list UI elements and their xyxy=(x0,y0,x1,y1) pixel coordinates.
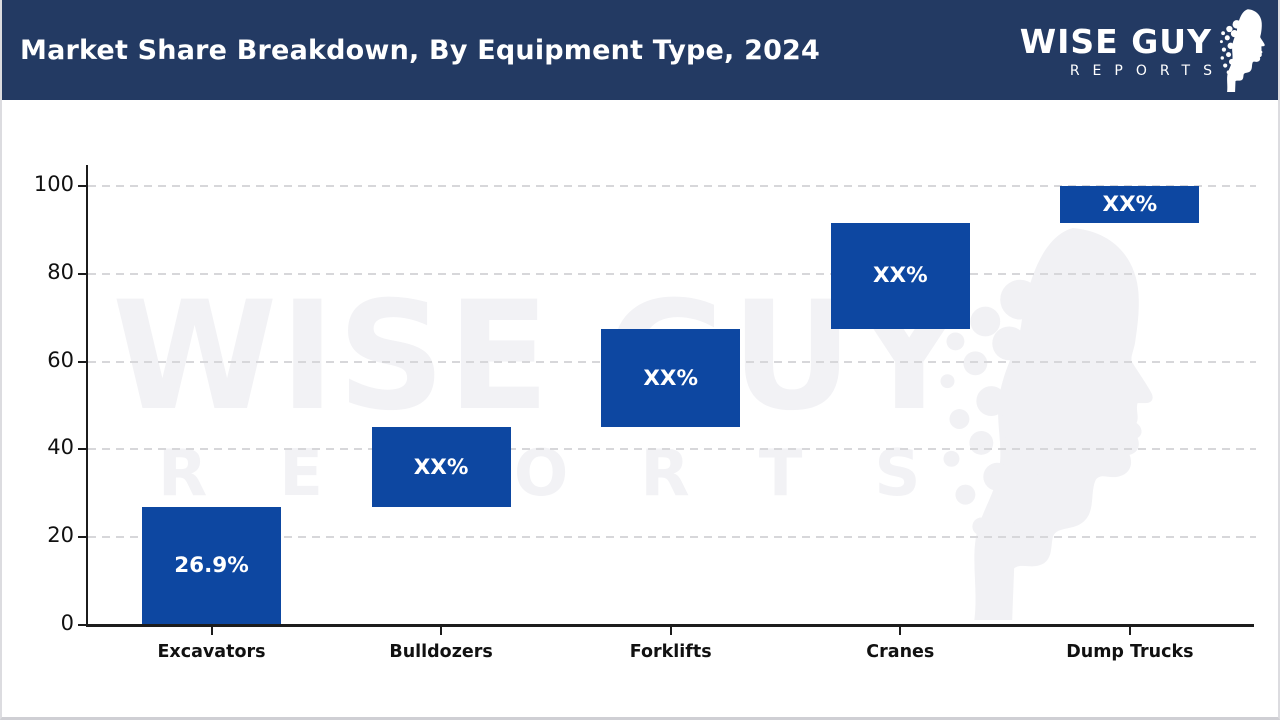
x-tick-mark-dump-trucks xyxy=(1128,627,1131,635)
y-tick-mark-80 xyxy=(78,272,86,275)
header: Market Share Breakdown, By Equipment Typ… xyxy=(0,0,1280,100)
y-tick-mark-0 xyxy=(78,624,86,626)
x-tick-mark-excavators xyxy=(210,627,213,635)
head-profile-dots-icon xyxy=(1219,9,1265,92)
y-tick-mark-20 xyxy=(78,536,86,539)
logo-wordmark: WISE GUY xyxy=(1019,22,1212,62)
logo-subtext: REPORTS xyxy=(1069,62,1225,79)
y-axis-line xyxy=(86,165,88,627)
x-tick-mark-bulldozers xyxy=(440,627,443,635)
gridline-40 xyxy=(88,448,1256,451)
x-label-forklifts: Forklifts xyxy=(629,642,712,662)
logo-text: WISE GUY REPORTS xyxy=(1020,25,1212,79)
y-tick-label-0: 0 xyxy=(60,611,74,635)
gridline-100 xyxy=(88,185,1256,187)
x-tick-mark-cranes xyxy=(899,627,902,635)
gridline-80 xyxy=(88,272,1256,275)
bar-cranes: XX% xyxy=(830,223,970,329)
bar-forklifts: XX% xyxy=(601,328,741,428)
x-label-cranes: Cranes xyxy=(866,642,935,662)
gridline-20 xyxy=(88,536,1256,539)
bar-label-forklifts: XX% xyxy=(643,365,699,391)
x-label-excavators: Excavators xyxy=(157,642,266,662)
y-tick-label-80: 80 xyxy=(47,259,74,284)
y-tick-mark-100 xyxy=(78,185,86,187)
bar-bulldozers: XX% xyxy=(371,427,511,507)
bar-excavators: 26.9% xyxy=(142,506,281,625)
y-tick-label-40: 40 xyxy=(47,435,74,460)
bar-label-excavators: 26.9% xyxy=(174,553,249,579)
y-tick-label-100: 100 xyxy=(33,172,74,196)
y-tick-mark-40 xyxy=(78,448,86,451)
x-axis-line xyxy=(86,624,1254,627)
x-tick-mark-forklifts xyxy=(669,627,672,635)
y-tick-label-60: 60 xyxy=(47,347,74,372)
x-label-bulldozers: Bulldozers xyxy=(389,642,493,662)
brand-logo: WISE GUY REPORTS xyxy=(1020,6,1268,94)
y-tick-label-20: 20 xyxy=(47,523,74,548)
bar-label-dump-trucks: XX% xyxy=(1102,192,1158,218)
y-tick-mark-60 xyxy=(78,360,86,363)
x-label-dump-trucks: Dump Trucks xyxy=(1066,642,1194,662)
page-title: Market Share Breakdown, By Equipment Typ… xyxy=(20,34,821,66)
bar-label-cranes: XX% xyxy=(872,263,928,289)
bar-label-bulldozers: XX% xyxy=(413,454,469,480)
bar-dump-trucks: XX% xyxy=(1060,186,1200,224)
